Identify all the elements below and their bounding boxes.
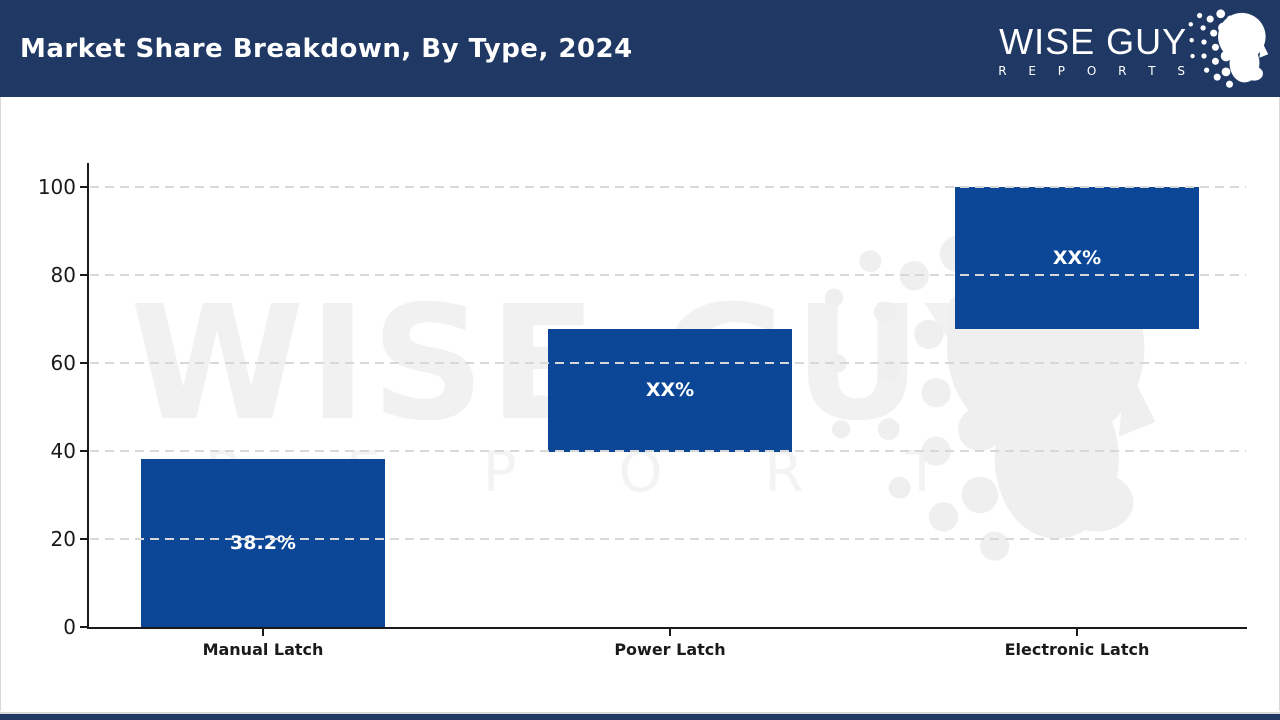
header-band: Market Share Breakdown, By Type, 2024 WI… xyxy=(0,0,1280,97)
bar-value-label: XX% xyxy=(645,379,695,402)
bar-manual-latch: 38.2% xyxy=(141,458,385,627)
y-tick-label-60: 60 xyxy=(50,351,76,375)
y-tick-label-0: 0 xyxy=(63,615,76,639)
gridline-20 xyxy=(90,538,1246,540)
x-tick-power-latch xyxy=(669,629,671,636)
y-tick-80 xyxy=(80,274,88,276)
y-tick-label-40: 40 xyxy=(50,439,76,463)
x-tick-electronic-latch xyxy=(1076,629,1078,636)
page-title: Market Share Breakdown, By Type, 2024 xyxy=(20,34,633,64)
x-axis-label-electronic-latch: Electronic Latch xyxy=(1004,640,1150,659)
x-axis-line xyxy=(87,627,1247,629)
bottom-divider-line xyxy=(0,712,1280,714)
y-tick-label-80: 80 xyxy=(50,263,76,287)
bar-electronic-latch: XX% xyxy=(955,187,1199,330)
y-tick-label-100: 100 xyxy=(37,175,76,199)
gridline-100 xyxy=(90,186,1246,188)
y-tick-label-20: 20 xyxy=(50,527,76,551)
footer-bar xyxy=(0,714,1280,720)
x-tick-manual-latch xyxy=(262,629,264,636)
x-axis-label-manual-latch: Manual Latch xyxy=(202,640,324,659)
gridline-80 xyxy=(90,274,1246,276)
y-tick-60 xyxy=(80,362,88,364)
bar-value-label: XX% xyxy=(1052,247,1102,270)
gridline-60 xyxy=(90,362,1246,364)
gridline-40 xyxy=(90,450,1246,452)
logo-text: WISE GUY R E P O R T S xyxy=(992,21,1194,78)
x-axis-label-power-latch: Power Latch xyxy=(614,640,726,659)
y-tick-100 xyxy=(80,186,88,188)
y-tick-20 xyxy=(80,538,88,540)
bar-power-latch: XX% xyxy=(548,329,792,452)
bar-value-label: 38.2% xyxy=(230,531,296,554)
y-tick-0 xyxy=(80,626,88,628)
logo-subtext: R E P O R T S xyxy=(998,63,1194,78)
wise-guy-reports-logo: WISE GUY R E P O R T S xyxy=(992,4,1272,94)
logo-wordmark: WISE GUY xyxy=(999,20,1188,62)
y-axis-line xyxy=(87,163,89,629)
y-tick-40 xyxy=(80,450,88,452)
